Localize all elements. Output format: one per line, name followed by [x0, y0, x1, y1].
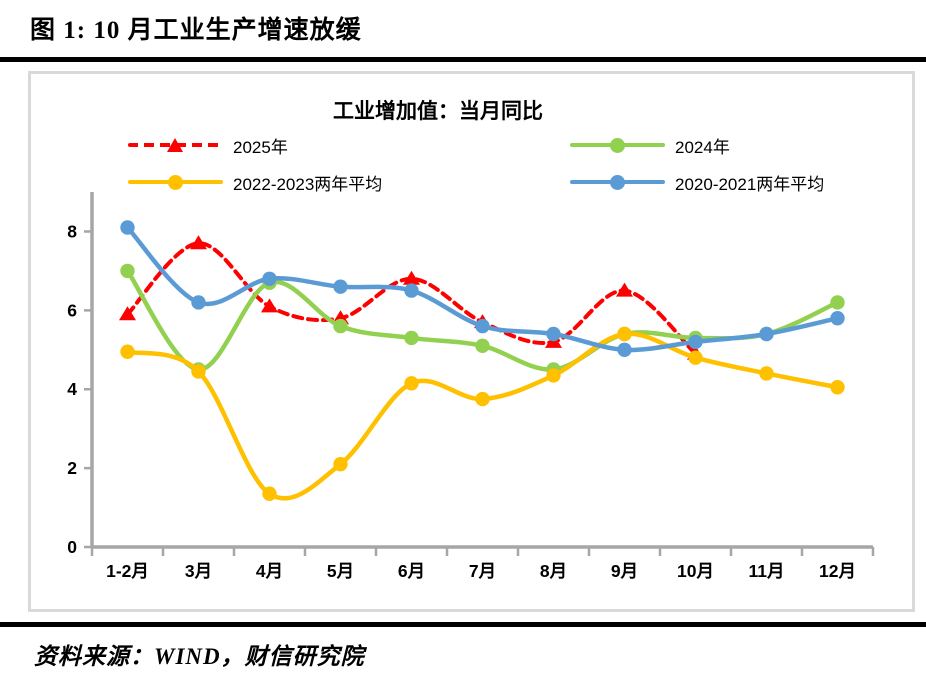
data-marker-2025年	[403, 270, 420, 285]
data-marker-2025年	[119, 306, 136, 321]
source-note: 资料来源：WIND，财信研究院	[34, 644, 365, 669]
line-chart-plot: 0 2 4 6 8 1-2月 3月 4月 5月 6月 7月 8月 9月 10月 11月 12月	[67, 192, 875, 581]
top-divider-rule	[0, 57, 926, 62]
x-tick-label: 9月	[611, 561, 638, 581]
data-marker-2020-2021两年平均	[546, 326, 561, 342]
x-tick-label: 10月	[677, 561, 714, 581]
y-tick-label: 2	[67, 458, 77, 478]
legend-dashed-line-swatch	[128, 138, 223, 152]
data-marker-2020-2021两年平均	[617, 342, 632, 357]
y-tick-label: 8	[67, 221, 77, 241]
y-tick-label: 6	[67, 300, 77, 320]
chart-title: 工业增加值：当月同比	[333, 100, 543, 123]
x-tick-label: 4月	[256, 561, 283, 581]
data-marker-2022-2023两年平均	[333, 456, 348, 472]
data-marker-2020-2021两年平均	[262, 271, 277, 286]
chart-panel: 工业增加值：当月同比 2025年 2024年 2022-2023两年平均 202…	[28, 71, 915, 612]
data-marker-2020-2021两年平均	[475, 318, 490, 334]
y-tick-label: 4	[67, 379, 77, 399]
data-marker-2020-2021两年平均	[404, 283, 419, 298]
figure-title: 图 1: 10 月工业生产增速放缓	[30, 17, 362, 44]
legend-item-2024: 2024年	[570, 135, 730, 157]
legend-label: 2024年	[675, 137, 730, 157]
legend-item-2020-2021-avg: 2020-2021两年平均	[570, 172, 825, 194]
triangle-marker-icon	[167, 138, 183, 152]
x-tick-label: 3月	[185, 561, 212, 581]
legend-item-2025: 2025年	[128, 135, 288, 157]
x-tick-label: 7月	[469, 561, 496, 581]
data-marker-2022-2023两年平均	[475, 391, 490, 407]
data-marker-2022-2023两年平均	[262, 486, 277, 501]
data-marker-2022-2023两年平均	[404, 376, 419, 391]
data-marker-2020-2021两年平均	[688, 334, 703, 350]
data-marker-2025年	[616, 282, 633, 297]
data-marker-2022-2023两年平均	[191, 364, 206, 379]
x-tick-label: 12月	[819, 561, 856, 581]
circle-marker-icon	[610, 174, 625, 190]
legend-label: 2020-2021两年平均	[675, 174, 825, 194]
legend-label: 2025年	[233, 137, 288, 157]
legend-line-swatch	[570, 174, 665, 190]
data-marker-2020-2021两年平均	[120, 220, 135, 235]
data-marker-2020-2021两年平均	[759, 326, 774, 342]
data-marker-2020-2021两年平均	[191, 295, 206, 310]
data-marker-2022-2023两年平均	[617, 326, 632, 342]
data-marker-2024年	[404, 330, 419, 346]
data-marker-2024年	[475, 338, 490, 354]
data-marker-2025年	[190, 235, 207, 250]
data-marker-2020-2021两年平均	[830, 311, 845, 326]
y-tick-label: 0	[67, 537, 77, 557]
axis-ticks	[84, 230, 875, 556]
series-line-2020-2021两年平均	[125, 225, 840, 353]
series-line-2022-2023两年平均	[125, 331, 840, 501]
x-tick-label: 6月	[398, 561, 425, 581]
data-marker-2022-2023两年平均	[546, 368, 561, 383]
legend-line-swatch	[570, 137, 665, 153]
data-marker-2020-2021两年平均	[333, 279, 348, 294]
x-tick-label: 5月	[327, 561, 354, 581]
data-marker-2024年	[830, 295, 845, 310]
data-marker-2024年	[120, 263, 135, 279]
x-tick-label: 1-2月	[106, 561, 149, 581]
legend-item-2022-2023-avg: 2022-2023两年平均	[128, 172, 383, 194]
bottom-divider-rule	[0, 622, 926, 627]
data-marker-2022-2023两年平均	[688, 350, 703, 365]
data-marker-2022-2023两年平均	[120, 344, 135, 359]
x-tick-label: 11月	[749, 561, 785, 581]
data-marker-2022-2023两年平均	[759, 366, 774, 381]
data-marker-2025年	[261, 298, 278, 313]
legend-label: 2022-2023两年平均	[233, 174, 383, 194]
legend-line-swatch	[128, 174, 223, 190]
x-tick-label: 8月	[540, 561, 567, 581]
axis-lines	[90, 192, 873, 549]
circle-marker-icon	[610, 137, 625, 153]
series-line-2024年	[125, 268, 840, 372]
data-marker-2024年	[333, 318, 348, 334]
circle-marker-icon	[168, 174, 183, 190]
data-marker-2022-2023两年平均	[830, 380, 845, 395]
